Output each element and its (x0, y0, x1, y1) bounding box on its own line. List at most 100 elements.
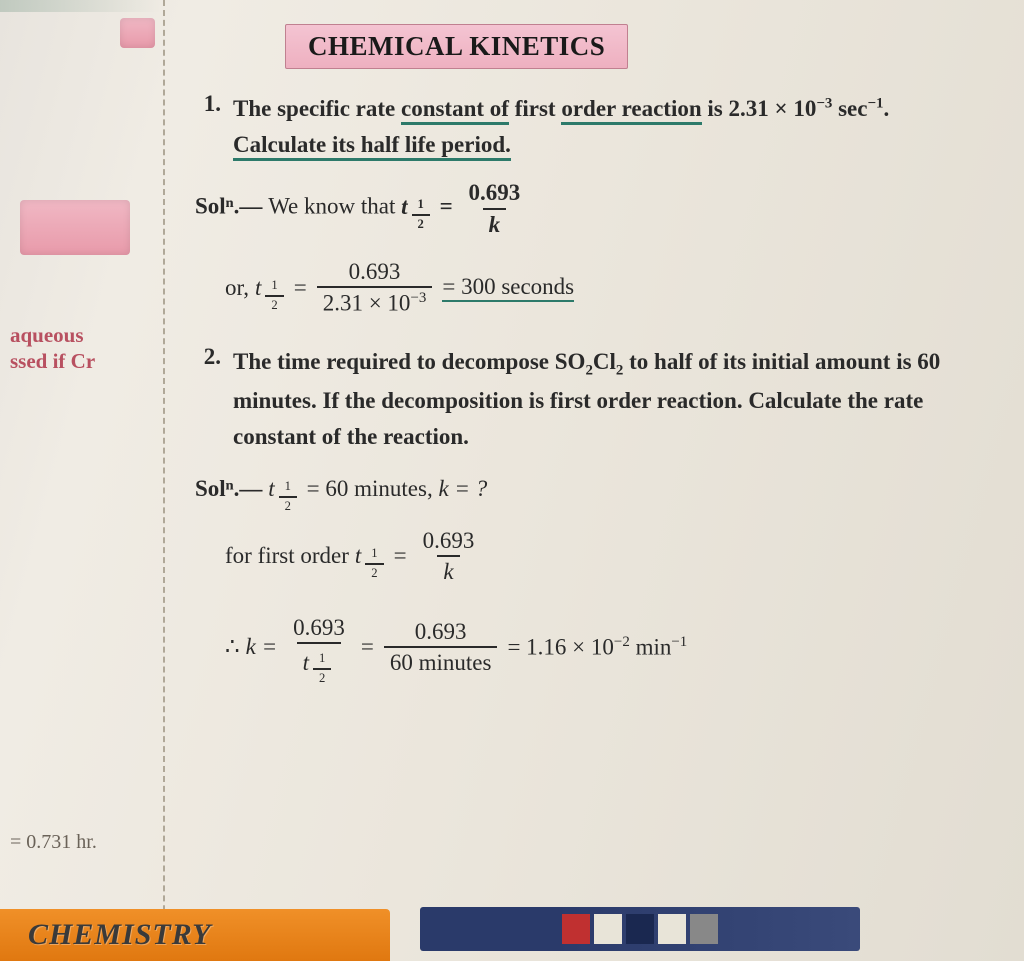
numerator: 0.693 (409, 619, 473, 646)
text: The specific rate (233, 96, 401, 121)
half-subscript: 1 2 (313, 652, 331, 686)
fraction: 0.693 60 minutes (384, 619, 498, 676)
var-t: t (255, 275, 261, 301)
underlined-text: constant of (401, 96, 509, 125)
exponent: −1 (671, 634, 687, 650)
text: We know that (268, 194, 401, 219)
num: 1 (265, 279, 283, 295)
numerator: 0.693 (343, 259, 407, 286)
sol-prefix: Solⁿ.— (195, 476, 262, 501)
exponent: −3 (410, 290, 426, 306)
margin-text: = 0.731 hr. (10, 831, 97, 853)
margin-note-aqueous: aqueous ssed if Cr (10, 322, 95, 375)
exponent: −3 (816, 95, 832, 111)
fraction: 0.693 t 1 2 (287, 615, 351, 680)
solution-label: Solⁿ.— t 1 2 = 60 minutes, k = ? (195, 472, 984, 506)
den: 2 (265, 295, 283, 313)
chapter-title: CHEMICAL KINETICS (308, 31, 605, 62)
page-footer: CHEMISTRY (0, 891, 1024, 961)
t-half-symbol: t 1 2 (401, 190, 434, 224)
fraction: 0.693 k (462, 180, 526, 237)
numerator: 0.693 (417, 528, 481, 555)
sol-prefix: Solⁿ.— (195, 194, 262, 219)
underlined-text: Calculate its half life period. (233, 132, 511, 161)
question-text: The time required to decompose SO2Cl2 to… (233, 344, 984, 454)
t-half-symbol: t 1 2 (255, 271, 288, 305)
text: The time required to decompose SO (233, 349, 585, 374)
text: first (509, 96, 561, 121)
decorative-square-icon (626, 914, 654, 944)
num: 1 (412, 198, 430, 214)
t-half-symbol: t 1 2 (268, 472, 301, 506)
solution-label: Solⁿ.— We know that t 1 2 = 0.693 k (195, 180, 984, 237)
den: 2 (365, 563, 383, 581)
chemistry-label: CHEMISTRY (28, 918, 212, 952)
equals: = (294, 275, 307, 301)
num: 1 (365, 547, 383, 563)
fraction: 0.693 k (417, 528, 481, 585)
denominator: 2.31 × 10−3 (317, 286, 433, 316)
k-unknown: k = ? (438, 476, 487, 501)
or-text: or, (225, 275, 249, 301)
text: sec (832, 96, 867, 121)
equals: = (361, 634, 374, 660)
equation-line: or, t 1 2 = 0.693 2.31 × 10−3 = 300 seco… (225, 259, 984, 316)
problem-1: 1. The specific rate constant of first o… (195, 91, 984, 316)
denominator: k (483, 208, 507, 237)
numerator: 0.693 (287, 615, 351, 642)
var-t: t (303, 650, 309, 675)
half-subscript: 1 2 (365, 547, 383, 581)
question-number: 1. (195, 91, 233, 117)
chapter-title-box: CHEMICAL KINETICS (285, 24, 628, 69)
k-equals: k = (246, 634, 277, 660)
problem-row: 1. The specific rate constant of first o… (195, 91, 984, 162)
half-subscript: 1 2 (279, 480, 297, 514)
equals: = (440, 194, 459, 219)
main-content: CHEMICAL KINETICS 1. The specific rate c… (195, 18, 984, 680)
den: 2 (313, 668, 331, 686)
fraction: 0.693 2.31 × 10−3 (317, 259, 433, 316)
half-subscript: 1 2 (412, 198, 430, 232)
var-t: t (401, 194, 407, 220)
numerator: 0.693 (462, 180, 526, 207)
decorative-square-icon (690, 914, 718, 944)
textbook-page: aqueous ssed if Cr = 0.731 hr. CHEMICAL … (0, 0, 1024, 961)
therefore-symbol: ∴ (225, 634, 240, 660)
text: . (883, 96, 889, 121)
exponent: −1 (867, 95, 883, 111)
equation-line-final: ∴ k = 0.693 t 1 2 = (225, 615, 984, 680)
underlined-text: order reaction (561, 96, 701, 125)
equals: = (394, 543, 407, 569)
blue-footer-bar (420, 907, 860, 951)
num: 1 (313, 652, 331, 668)
subscript: 2 (585, 363, 592, 379)
t-half-symbol: t 1 2 (303, 646, 336, 680)
given-text: = 60 minutes, (307, 476, 439, 501)
denominator: 60 minutes (384, 646, 498, 675)
denominator: k (437, 555, 459, 584)
question-text: The specific rate constant of first orde… (233, 91, 984, 162)
half-subscript: 1 2 (265, 279, 283, 313)
exponent: −2 (614, 634, 630, 650)
decorative-square-icon (658, 914, 686, 944)
den: 2 (279, 496, 297, 514)
for-first-text: for first order (225, 543, 349, 569)
equation-line: for first order t 1 2 = 0.693 k (225, 528, 984, 585)
problem-2: 2. The time required to decompose SO2Cl2… (195, 344, 984, 680)
result-text: = 300 seconds (442, 274, 574, 302)
question-number: 2. (195, 344, 233, 370)
val: = 1.16 × 10 (507, 635, 613, 660)
var-t: t (355, 543, 361, 569)
den: 2 (412, 214, 430, 232)
margin-text: ssed if Cr (10, 349, 95, 373)
result-text: = 1.16 × 10−2 min−1 (507, 634, 687, 661)
unit: min (630, 635, 672, 660)
var-t: t (268, 476, 274, 502)
margin-note-hr: = 0.731 hr. (10, 830, 97, 855)
problem-row: 2. The time required to decompose SO2Cl2… (195, 344, 984, 454)
orange-footer-bar: CHEMISTRY (0, 909, 390, 961)
left-margin-column: aqueous ssed if Cr = 0.731 hr. (0, 0, 165, 961)
denominator: t 1 2 (297, 642, 342, 680)
pink-tab (20, 200, 130, 255)
pink-tab-top (120, 18, 155, 48)
